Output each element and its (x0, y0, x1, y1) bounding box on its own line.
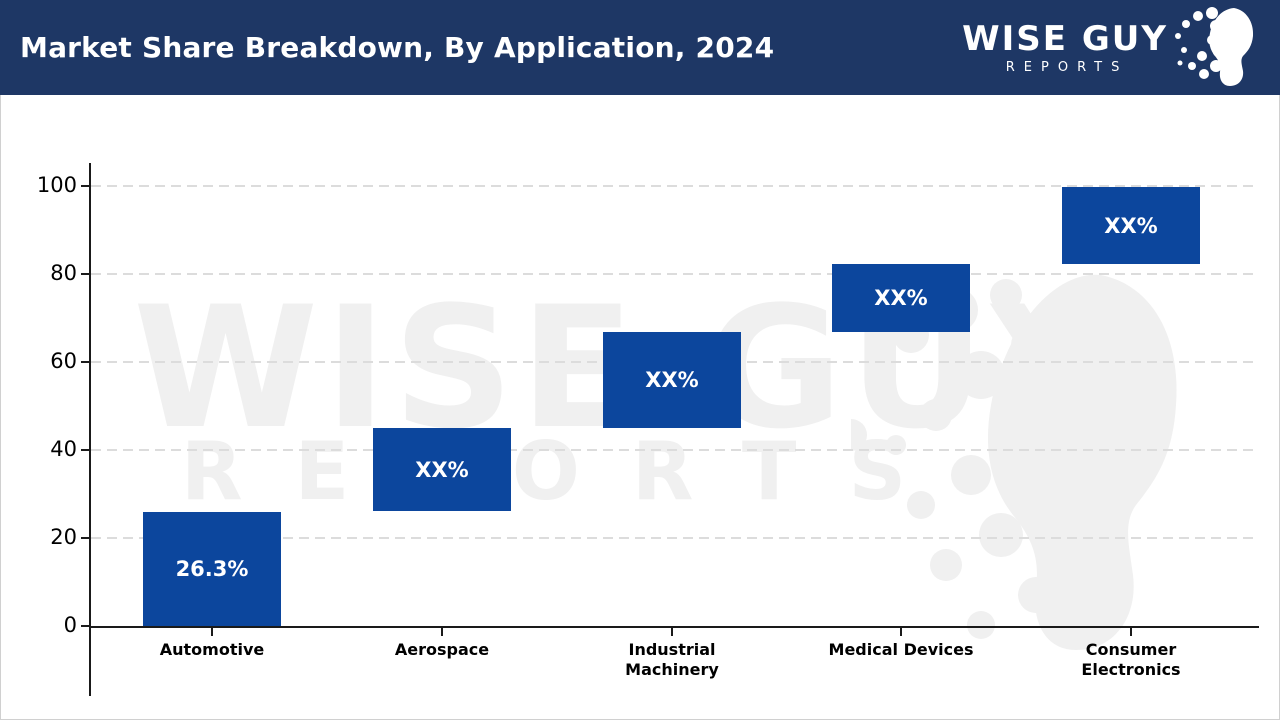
watermark-text-secondary: REPORTS (181, 425, 959, 518)
gridline-20 (91, 537, 1258, 539)
y-tick-label: 20 (50, 525, 77, 549)
x-label-line: Machinery (625, 660, 719, 679)
x-label-line: Industrial (628, 640, 716, 659)
y-axis-line (89, 163, 91, 696)
bar-aerospace: XX% (373, 428, 511, 511)
bar-consumer-electronics: XX% (1062, 187, 1200, 264)
x-tick-aerospace (441, 628, 443, 636)
bar-value-label: XX% (415, 457, 469, 482)
header-bar: Market Share Breakdown, By Application, … (0, 0, 1280, 95)
x-label-consumer-electronics: Consumer Electronics (1021, 640, 1241, 680)
x-label-line: Medical Devices (828, 640, 974, 659)
x-tick-industrial-machinery (671, 628, 673, 636)
brand-subname: REPORTS (1005, 59, 1129, 75)
bar-medical-devices: XX% (832, 264, 970, 332)
y-tick-label: 0 (63, 613, 77, 637)
bar-value-label: XX% (645, 368, 699, 392)
y-tick-0 (81, 625, 89, 627)
bar-value-label: XX% (874, 286, 928, 310)
bar-value-label: 26.3% (175, 557, 249, 581)
brand-name: WISE GUY (962, 18, 1168, 59)
x-label-automotive: Automotive (102, 640, 322, 660)
y-tick-80 (81, 273, 89, 275)
y-tick-label: 60 (50, 349, 77, 373)
x-label-medical-devices: Medical Devices (791, 640, 1011, 660)
bar-value-label: XX% (1104, 213, 1158, 238)
bar-automotive: 26.3% (143, 512, 281, 626)
y-tick-label: 80 (50, 261, 77, 285)
page-title: Market Share Breakdown, By Application, … (20, 31, 775, 64)
plot-area: WISE GUY REPORTS (0, 95, 1280, 720)
x-tick-automotive (211, 628, 213, 636)
logo-face-icon (1175, 6, 1254, 86)
y-tick-label: 100 (36, 173, 77, 197)
x-tick-consumer-electronics (1130, 628, 1132, 636)
x-axis-line (89, 626, 1259, 628)
y-tick-40 (81, 449, 89, 451)
brand-logo: WISE GUY REPORTS (962, 6, 1256, 90)
y-tick-20 (81, 537, 89, 539)
x-label-industrial-machinery: Industrial Machinery (562, 640, 782, 680)
gridline-40 (91, 449, 1258, 451)
gridline-100 (91, 185, 1258, 187)
x-label-line: Automotive (159, 640, 265, 659)
y-tick-100 (81, 185, 89, 187)
y-tick-60 (81, 361, 89, 363)
x-label-line: Electronics (1081, 660, 1181, 679)
x-label-line: Aerospace (394, 640, 490, 659)
x-label-aerospace: Aerospace (332, 640, 552, 660)
gridline-80 (91, 273, 1258, 275)
x-label-line: Consumer (1085, 640, 1177, 659)
y-tick-label: 40 (50, 437, 77, 461)
bar-industrial-machinery: XX% (603, 332, 741, 428)
brand-logo-text: WISE GUY REPORTS (962, 22, 1168, 74)
x-tick-medical-devices (900, 628, 902, 636)
